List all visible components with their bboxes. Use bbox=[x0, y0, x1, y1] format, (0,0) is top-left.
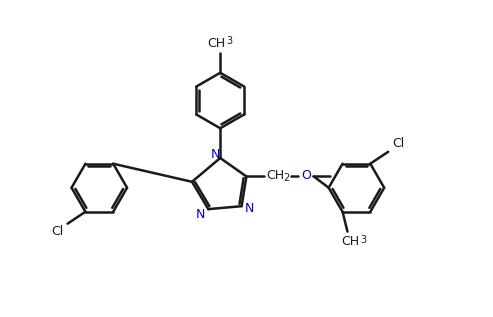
Text: Cl: Cl bbox=[392, 137, 404, 150]
Text: CH: CH bbox=[342, 235, 359, 248]
Text: N: N bbox=[196, 208, 205, 221]
Text: Cl: Cl bbox=[52, 225, 64, 238]
Text: CH: CH bbox=[266, 169, 284, 182]
Text: 2: 2 bbox=[283, 173, 289, 184]
Text: N: N bbox=[245, 202, 254, 215]
Text: 3: 3 bbox=[226, 36, 232, 46]
Text: CH: CH bbox=[207, 36, 225, 49]
Text: 3: 3 bbox=[360, 235, 366, 244]
Text: N: N bbox=[211, 147, 220, 160]
Text: O: O bbox=[301, 169, 311, 182]
